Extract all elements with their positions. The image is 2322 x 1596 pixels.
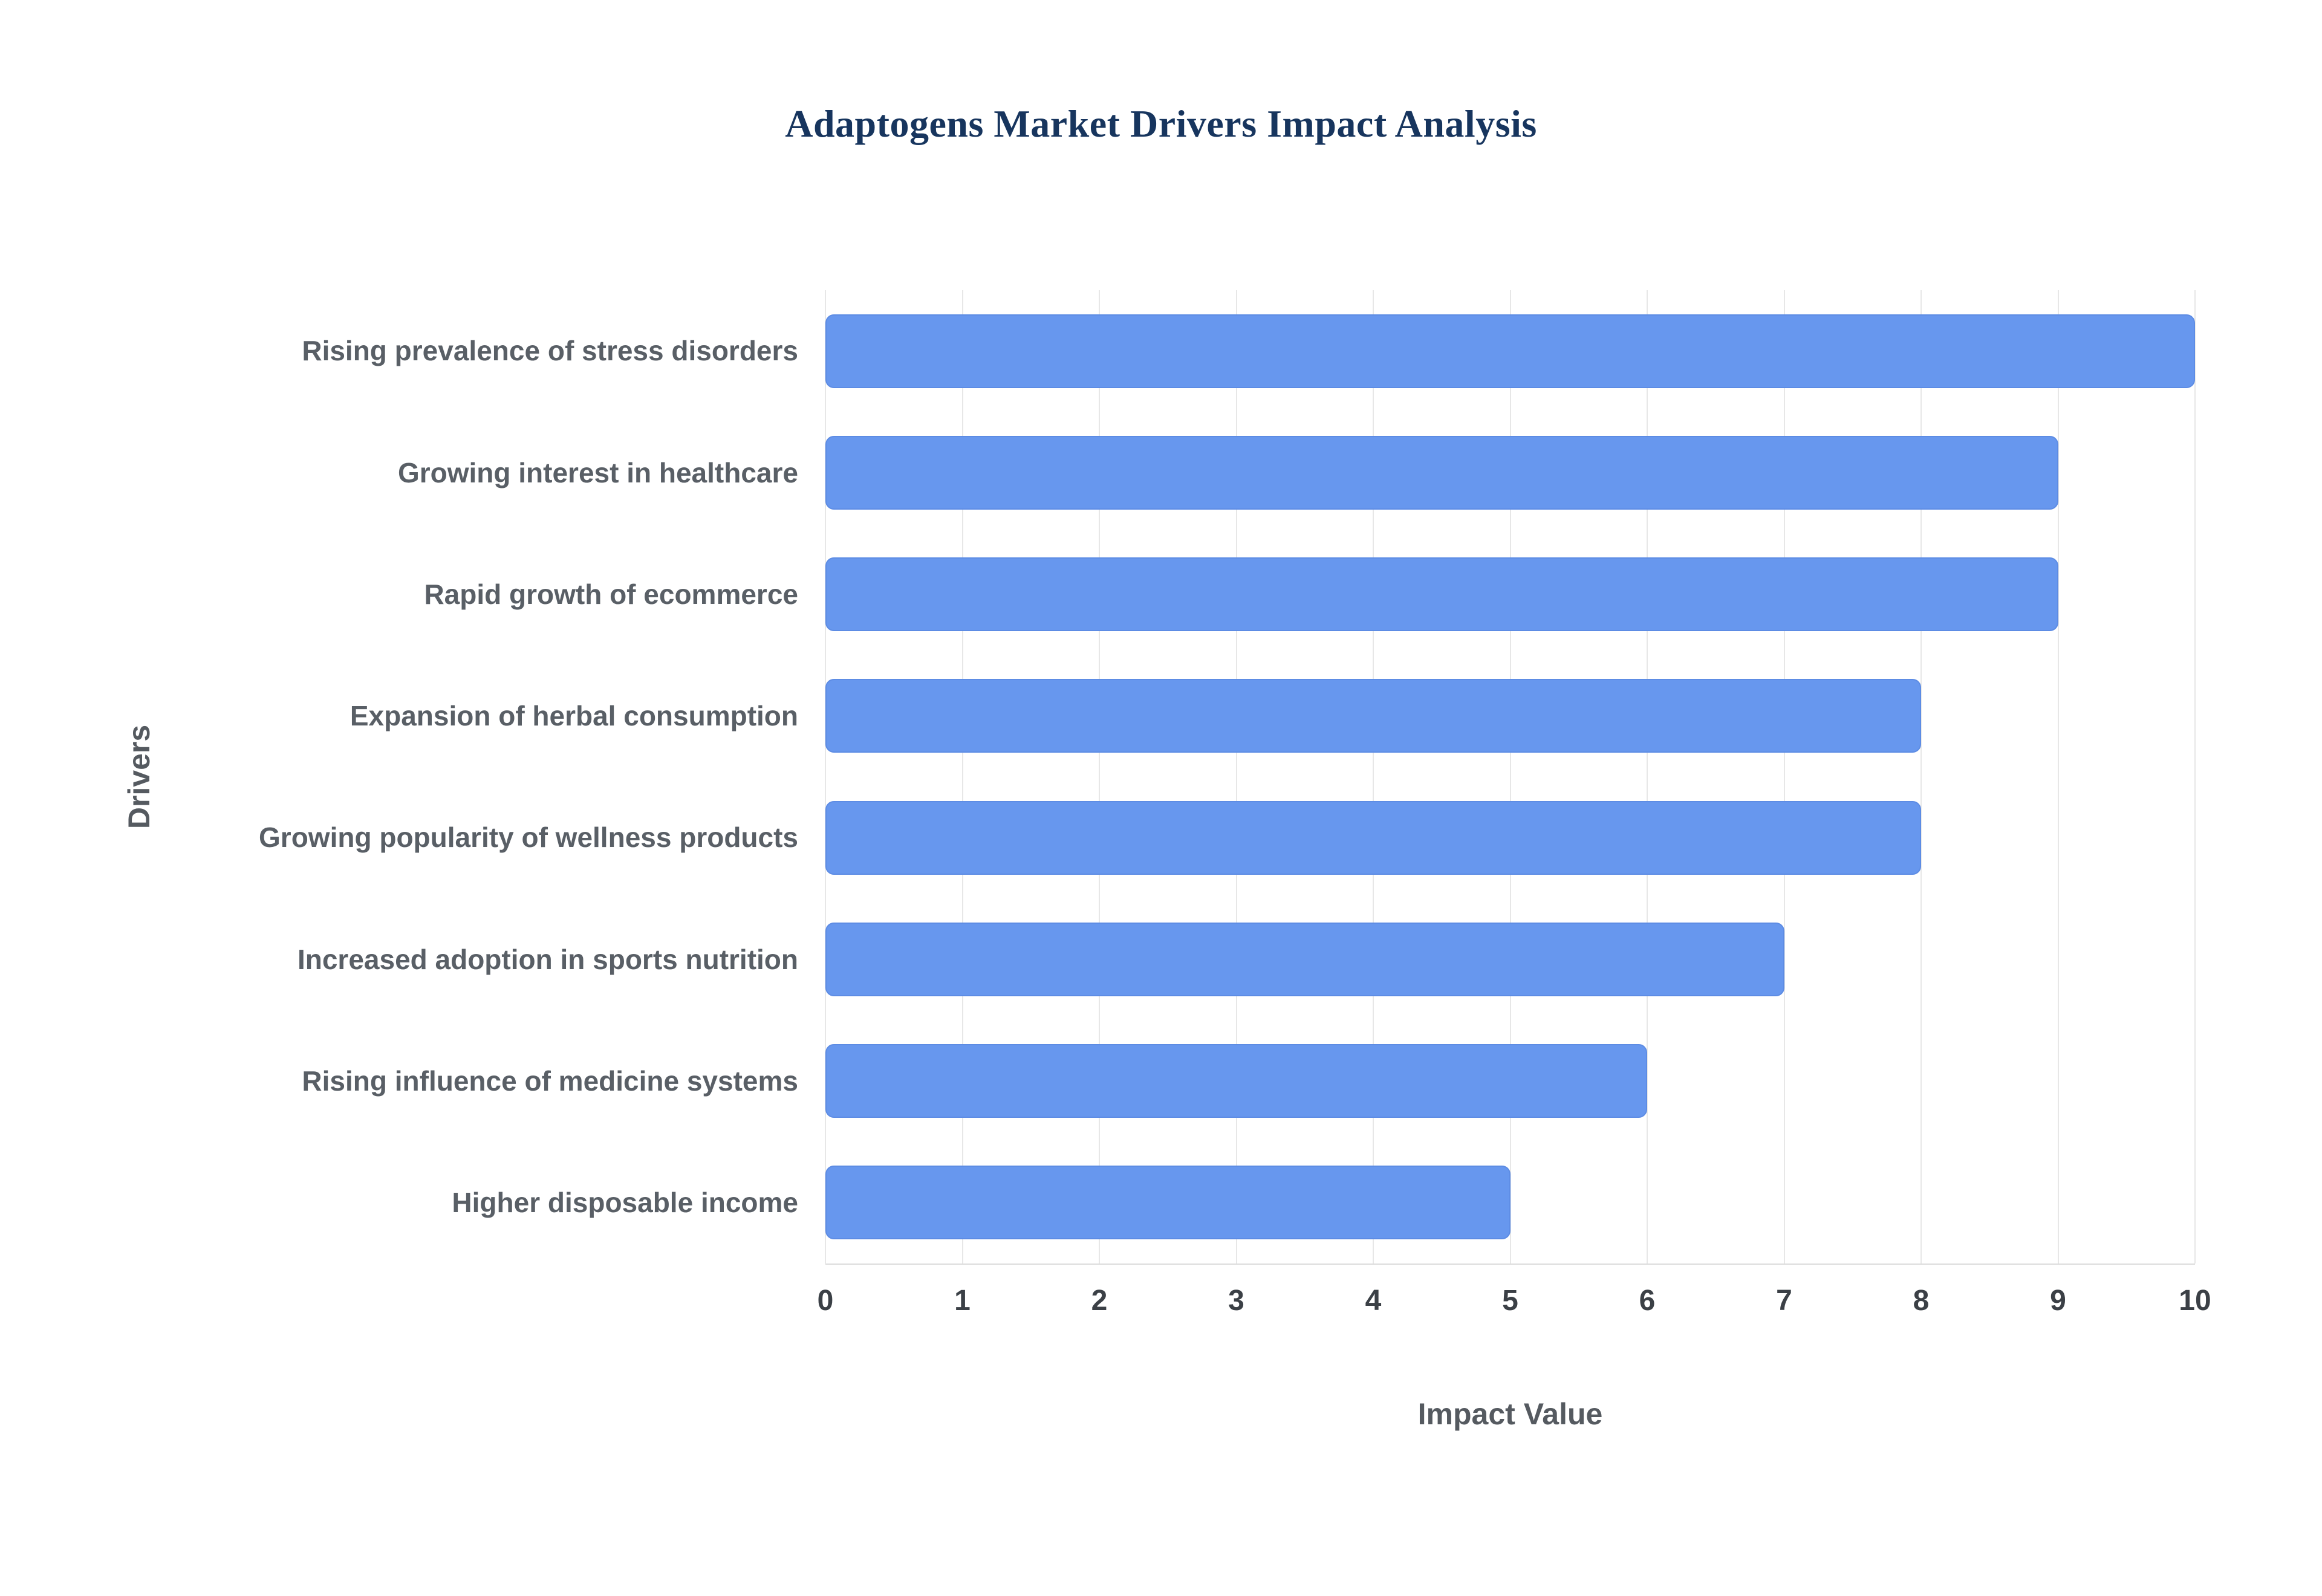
bar-row [825, 898, 2195, 1020]
x-tick-label: 0 [817, 1285, 834, 1317]
gridline [2057, 290, 2059, 1264]
bar-row [825, 777, 2195, 898]
category-label: Rising influence of medicine systems [302, 1065, 798, 1097]
category-label-row: Increased adoption in sports nutrition [200, 898, 798, 1020]
x-tick-label: 1 [954, 1285, 971, 1317]
bar-row [825, 655, 2195, 777]
category-label-row: Rapid growth of ecommerce [200, 534, 798, 655]
bar [825, 1166, 1511, 1240]
x-tick-label: 6 [1639, 1285, 1656, 1317]
gridline [825, 290, 826, 1264]
bar [825, 314, 2195, 388]
x-tick-label: 2 [1091, 1285, 1108, 1317]
plot-area [825, 290, 2196, 1265]
bar [825, 922, 1784, 996]
chart-title: Adaptogens Market Drivers Impact Analysi… [785, 102, 1537, 145]
category-label-row: Rising prevalence of stress disorders [200, 290, 798, 412]
category-label: Growing popularity of wellness products [259, 822, 798, 854]
category-label: Expansion of herbal consumption [350, 700, 798, 732]
x-axis-ticks: 0 1 2 3 4 5 6 7 8 9 10 [818, 1284, 2211, 1326]
bar-row [825, 1020, 2195, 1142]
category-label: Rapid growth of ecommerce [424, 578, 798, 610]
x-tick-label: 7 [1776, 1285, 1792, 1317]
bar [825, 800, 1921, 875]
category-label-row: Growing interest in healthcare [200, 412, 798, 533]
category-label: Higher disposable income [452, 1187, 798, 1219]
gridline [1509, 290, 1511, 1264]
bar-row [825, 1142, 2195, 1264]
category-label-row: Growing popularity of wellness products [200, 777, 798, 898]
gridline [1235, 290, 1237, 1264]
gridline [961, 290, 963, 1264]
x-tick-label: 5 [1502, 1285, 1518, 1317]
bar-row [825, 412, 2195, 533]
bar [825, 679, 1921, 753]
category-label: Rising prevalence of stress disorders [302, 335, 798, 367]
gridline [1373, 290, 1374, 1264]
gridline [1920, 290, 1922, 1264]
x-tick-label: 3 [1228, 1285, 1244, 1317]
bar [825, 1044, 1647, 1118]
gridline [1783, 290, 1785, 1264]
category-label-row: Higher disposable income [200, 1142, 798, 1264]
bar [825, 435, 2058, 510]
category-label-row: Expansion of herbal consumption [200, 655, 798, 777]
bar-row [825, 290, 2195, 412]
y-axis-category-labels: Rising prevalence of stress disorders Gro… [200, 290, 798, 1264]
category-label: Increased adoption in sports nutrition [297, 943, 798, 975]
x-tick-label: 4 [1365, 1285, 1382, 1317]
bar [825, 557, 2058, 632]
bars [825, 290, 2195, 1264]
bar-row [825, 534, 2195, 655]
x-tick-label: 9 [2050, 1285, 2066, 1317]
x-tick-label: 8 [1913, 1285, 1930, 1317]
category-label: Growing interest in healthcare [397, 456, 798, 488]
category-label-row: Rising influence of medicine systems [200, 1020, 798, 1142]
gridline [1099, 290, 1100, 1264]
gridline [1647, 290, 1648, 1264]
x-tick-label: 10 [2179, 1285, 2211, 1317]
x-axis-title: Impact Value [1417, 1397, 1603, 1431]
gridline [2194, 290, 2196, 1264]
y-axis-title: Drivers [122, 724, 156, 829]
